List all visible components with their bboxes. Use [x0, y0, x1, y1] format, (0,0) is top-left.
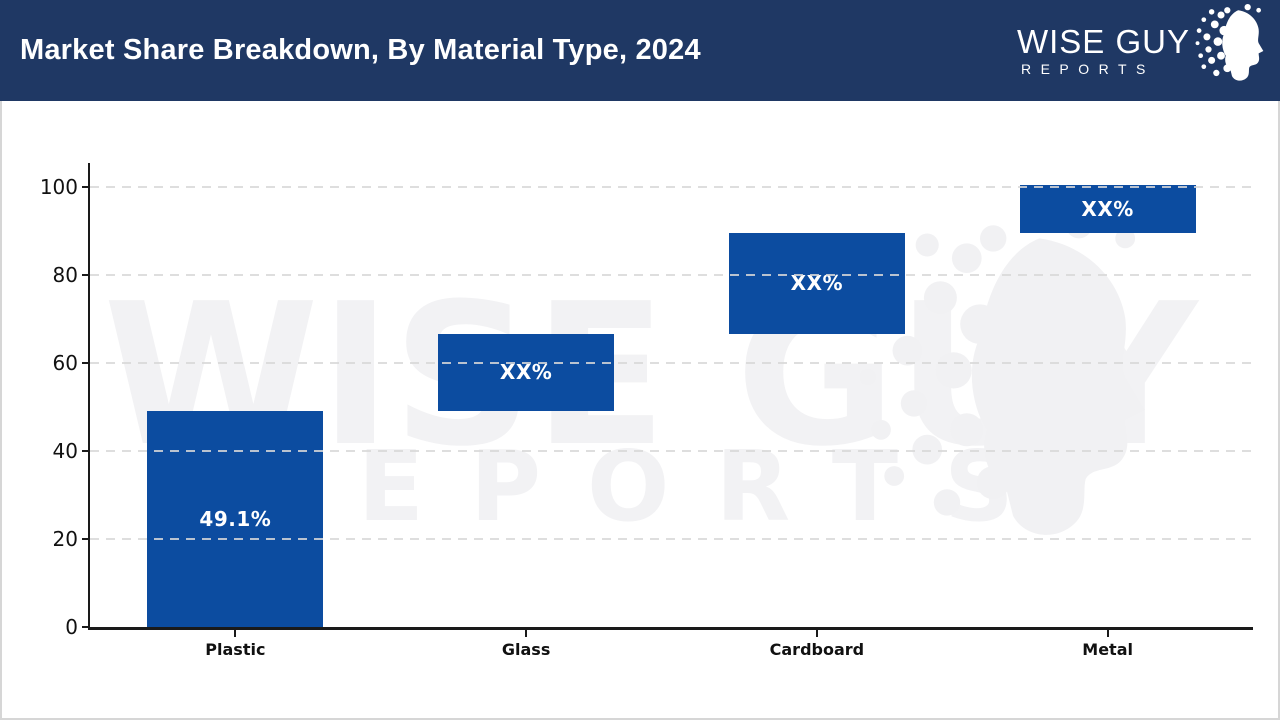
gridline	[90, 450, 1253, 452]
x-axis-tick	[815, 630, 818, 637]
y-axis-tick-label: 20	[52, 527, 78, 551]
logo-subtitle: REPORTS	[1020, 61, 1155, 77]
x-axis-tick	[1106, 630, 1109, 637]
watermark-head-icon	[859, 212, 1145, 535]
x-axis-tick	[234, 630, 237, 637]
bar-glass: XX%	[438, 333, 615, 411]
y-axis-tick-label: 40	[52, 439, 78, 463]
logo-head-icon	[1195, 3, 1264, 81]
wise-guy-logo: WISE GUY REPORTS	[1017, 3, 1272, 98]
x-category-label: Plastic	[205, 640, 266, 659]
chart-title: Market Share Breakdown, By Material Type…	[20, 34, 701, 66]
gridline	[90, 362, 1253, 364]
x-category-label: Cardboard	[769, 640, 865, 659]
logo-wordmark: WISE GUY	[1016, 23, 1190, 60]
y-axis-line	[88, 163, 90, 630]
y-axis-tick	[82, 450, 90, 452]
x-axis-tick	[525, 630, 528, 637]
x-axis-line	[88, 627, 1253, 630]
y-axis-tick-label: 80	[52, 263, 78, 287]
bar-value-label: XX%	[1081, 196, 1134, 221]
bar-plastic: 49.1%	[147, 410, 324, 627]
bar-cardboard: XX%	[728, 232, 905, 334]
bar-metal: XX%	[1019, 185, 1196, 233]
logo-wordmark-block: WISE GUY REPORTS	[1017, 25, 1190, 76]
y-axis-tick-label: 0	[65, 615, 78, 639]
x-category-label: Metal	[1082, 640, 1133, 659]
gridline	[90, 538, 1253, 540]
x-category-label: Glass	[501, 640, 551, 659]
y-axis-tick-label: 100	[39, 175, 78, 199]
header: Market Share Breakdown, By Material Type…	[0, 0, 1280, 101]
gridline	[90, 274, 1253, 276]
y-axis-tick-label: 60	[52, 351, 78, 375]
y-axis-tick	[82, 538, 90, 540]
y-axis-tick	[82, 274, 90, 276]
watermark-text-2: REPORTS	[237, 430, 1060, 543]
y-axis-tick	[82, 626, 90, 628]
y-axis-tick	[82, 186, 90, 188]
gridline	[90, 186, 1253, 188]
bar-value-label: 49.1%	[199, 506, 272, 531]
bar-value-label: XX%	[499, 360, 553, 385]
y-axis-tick	[82, 362, 90, 364]
